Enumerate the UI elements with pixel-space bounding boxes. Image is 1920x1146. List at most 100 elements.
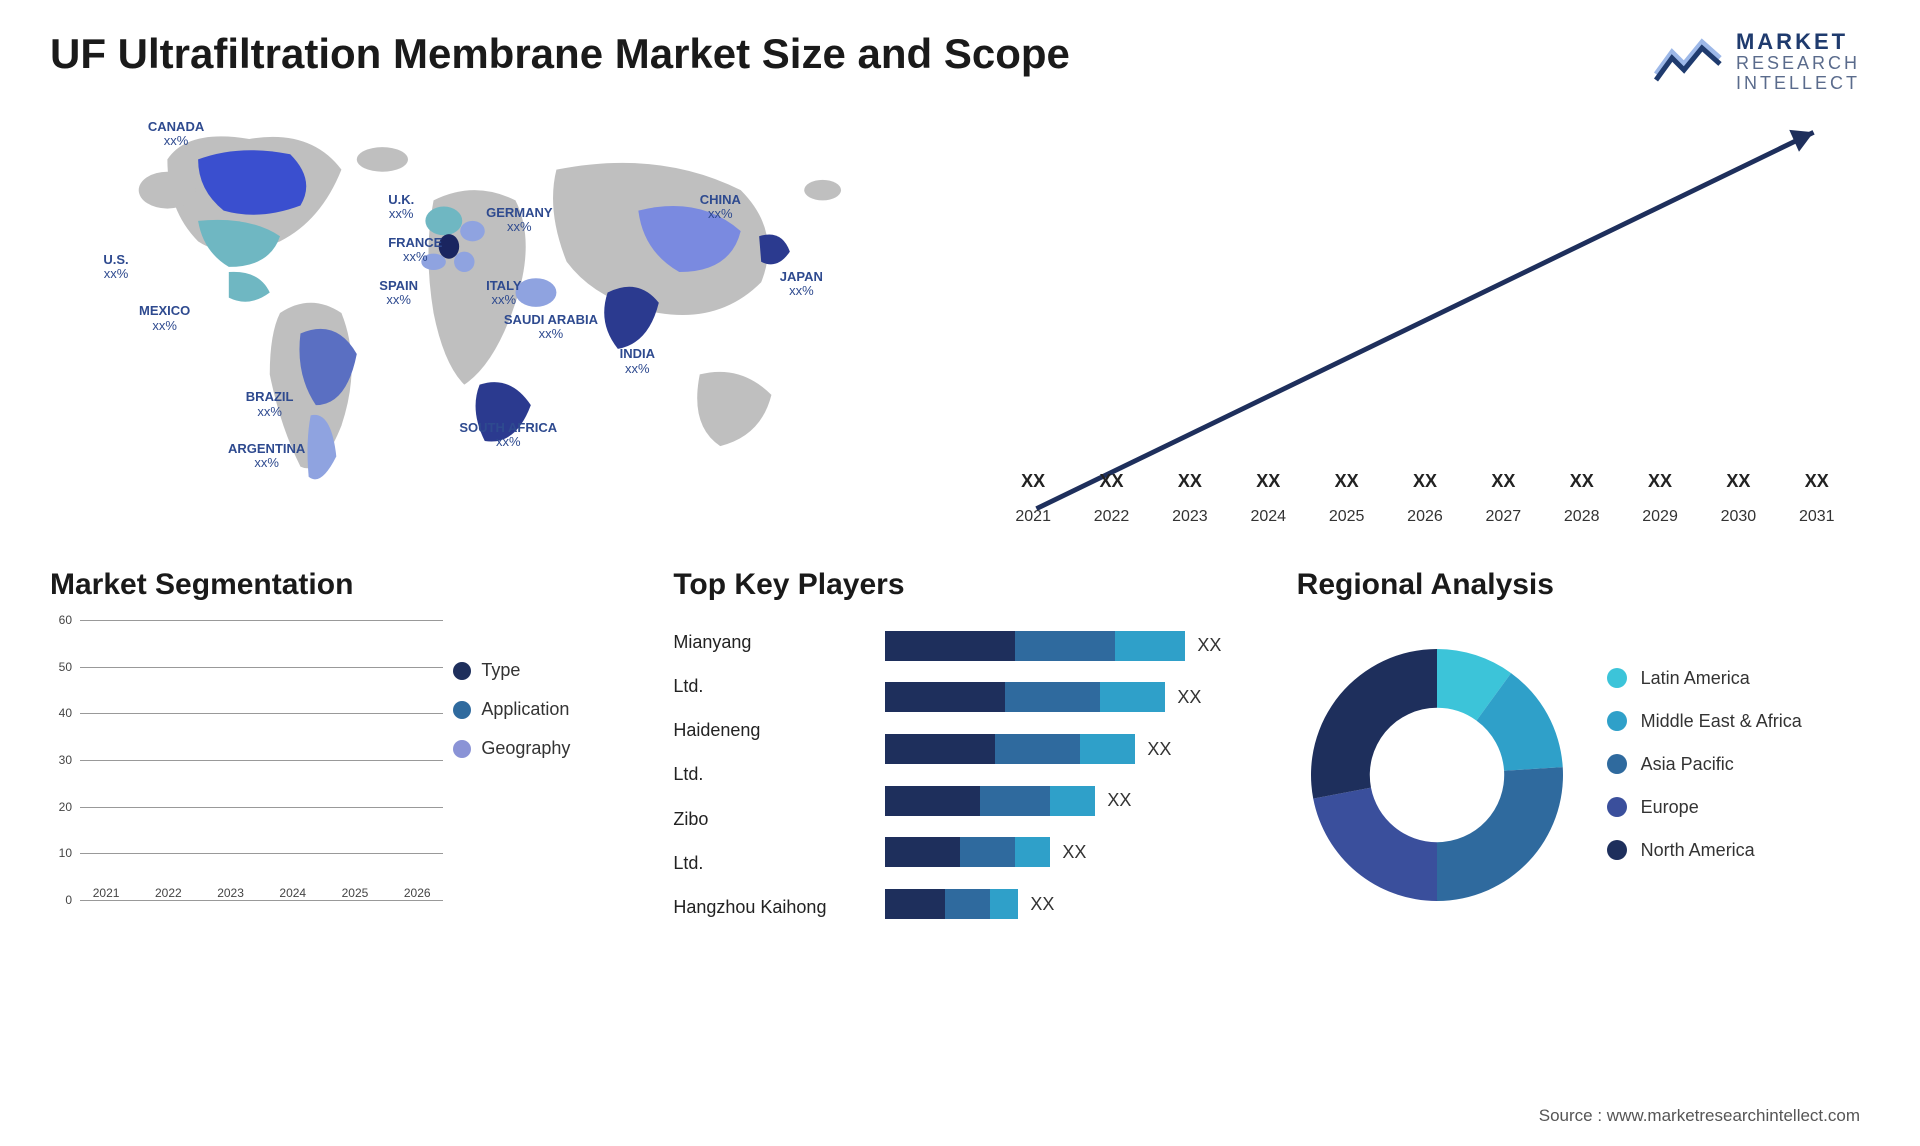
player-value: XX [1107,790,1131,811]
growth-year-label: 2031 [1799,508,1835,526]
player-bar-row: XX [885,786,1246,816]
growth-year-label: 2023 [1172,508,1208,526]
growth-year-label: 2025 [1329,508,1365,526]
player-name: Zibo [673,809,873,830]
seg-ytick-label: 40 [59,706,72,720]
player-name: Ltd. [673,676,873,697]
map-country-label: FRANCExx% [388,236,442,265]
seg-year-label: 2022 [155,886,182,900]
player-name: Ltd. [673,764,873,785]
growth-bar-label: XX [1178,471,1202,492]
growth-bar-label: XX [1021,471,1045,492]
seg-ytick-label: 20 [59,800,72,814]
seg-ytick-label: 10 [59,846,72,860]
seg-bar: 2024 [267,880,319,900]
player-bar-row: XX [885,837,1246,867]
seg-ytick-label: 30 [59,753,72,767]
brand-logo: MARKET RESEARCH INTELLECT [1654,30,1860,94]
logo-text-1: MARKET [1736,30,1860,54]
player-name: Ltd. [673,853,873,874]
growth-bar: XX2029 [1627,471,1693,498]
growth-year-label: 2022 [1094,508,1130,526]
logo-mark-icon [1654,34,1724,89]
growth-bar: XX2026 [1392,471,1458,498]
donut-slice [1311,649,1437,799]
seg-year-label: 2021 [93,886,120,900]
growth-bar-label: XX [1648,471,1672,492]
growth-bar: XX2025 [1313,471,1379,498]
map-country-label: ITALYxx% [486,279,521,308]
regional-legend-item: Middle East & Africa [1607,711,1870,732]
growth-year-label: 2026 [1407,508,1443,526]
growth-year-label: 2027 [1486,508,1522,526]
segmentation-panel: Market Segmentation 0 10 20 30 40 50 60 2021 20… [50,568,623,948]
growth-bar: XX2030 [1705,471,1771,498]
growth-bar-label: XX [1335,471,1359,492]
player-value: XX [1197,635,1221,656]
map-country-label: BRAZILxx% [246,390,294,419]
segmentation-title: Market Segmentation [50,568,623,602]
seg-bar: 2023 [204,880,256,900]
map-country-label: CANADAxx% [148,120,204,149]
growth-year-label: 2029 [1642,508,1678,526]
map-country-label: MEXICOxx% [139,304,190,333]
player-bar-row: XX [885,889,1246,919]
donut-slice [1437,767,1563,901]
seg-legend-item: Type [453,660,623,681]
map-country-label: U.K.xx% [388,193,414,222]
growth-bar-label: XX [1805,471,1829,492]
growth-chart-panel: XX2021XX2022XX2023XX2024XX2025XX2026XX20… [980,98,1870,528]
growth-bar-label: XX [1256,471,1280,492]
seg-legend-item: Application [453,699,623,720]
seg-year-label: 2026 [404,886,431,900]
regional-panel: Regional Analysis Latin America Middle Ea… [1297,568,1870,948]
regional-title: Regional Analysis [1297,568,1870,602]
map-country-label: CHINAxx% [700,193,741,222]
world-map-panel: CANADAxx%U.S.xx%MEXICOxx%BRAZILxx%ARGENT… [50,98,940,528]
player-bar-row: XX [885,631,1246,661]
map-country-label: SPAINxx% [379,279,418,308]
map-country-label: INDIAxx% [620,347,655,376]
growth-bar: XX2023 [1157,471,1223,498]
seg-legend-item: Geography [453,738,623,759]
growth-bar-label: XX [1413,471,1437,492]
players-panel: Top Key Players Mianyang Ltd. Haideneng Ltd… [673,568,1246,948]
map-country-label: GERMANYxx% [486,206,552,235]
seg-year-label: 2024 [279,886,306,900]
seg-ytick-label: 50 [59,660,72,674]
growth-bar: XX2028 [1549,471,1615,498]
seg-bar: 2026 [391,880,443,900]
player-value: XX [1030,894,1054,915]
regional-legend-item: North America [1607,840,1870,861]
player-value: XX [1147,739,1171,760]
seg-bar: 2021 [80,880,132,900]
growth-year-label: 2024 [1250,508,1286,526]
map-country-label: JAPANxx% [780,270,823,299]
players-title: Top Key Players [673,568,1246,602]
growth-bar: XX2021 [1000,471,1066,498]
map-country-label: ARGENTINAxx% [228,442,305,471]
map-country-label: SOUTH AFRICAxx% [459,421,557,450]
growth-bar-label: XX [1100,471,1124,492]
map-country-label: SAUDI ARABIAxx% [504,313,598,342]
growth-bar: XX2024 [1235,471,1301,498]
source-attribution: Source : www.marketresearchintellect.com [1539,1106,1860,1126]
growth-bar-label: XX [1726,471,1750,492]
donut-slice [1313,788,1437,901]
seg-year-label: 2025 [342,886,369,900]
logo-text-2: RESEARCH [1736,54,1860,74]
player-value: XX [1177,687,1201,708]
regional-legend-item: Asia Pacific [1607,754,1870,775]
player-name: Mianyang [673,632,873,653]
player-bar-row: XX [885,682,1246,712]
seg-ytick-label: 60 [59,613,72,627]
logo-text-3: INTELLECT [1736,74,1860,94]
growth-bar: XX2022 [1078,471,1144,498]
regional-legend-item: Europe [1607,797,1870,818]
page-title: UF Ultrafiltration Membrane Market Size … [50,30,1870,78]
regional-legend-item: Latin America [1607,668,1870,689]
player-name: Haideneng [673,720,873,741]
growth-year-label: 2028 [1564,508,1600,526]
growth-bar: XX2027 [1470,471,1536,498]
seg-ytick-label: 0 [65,893,72,907]
